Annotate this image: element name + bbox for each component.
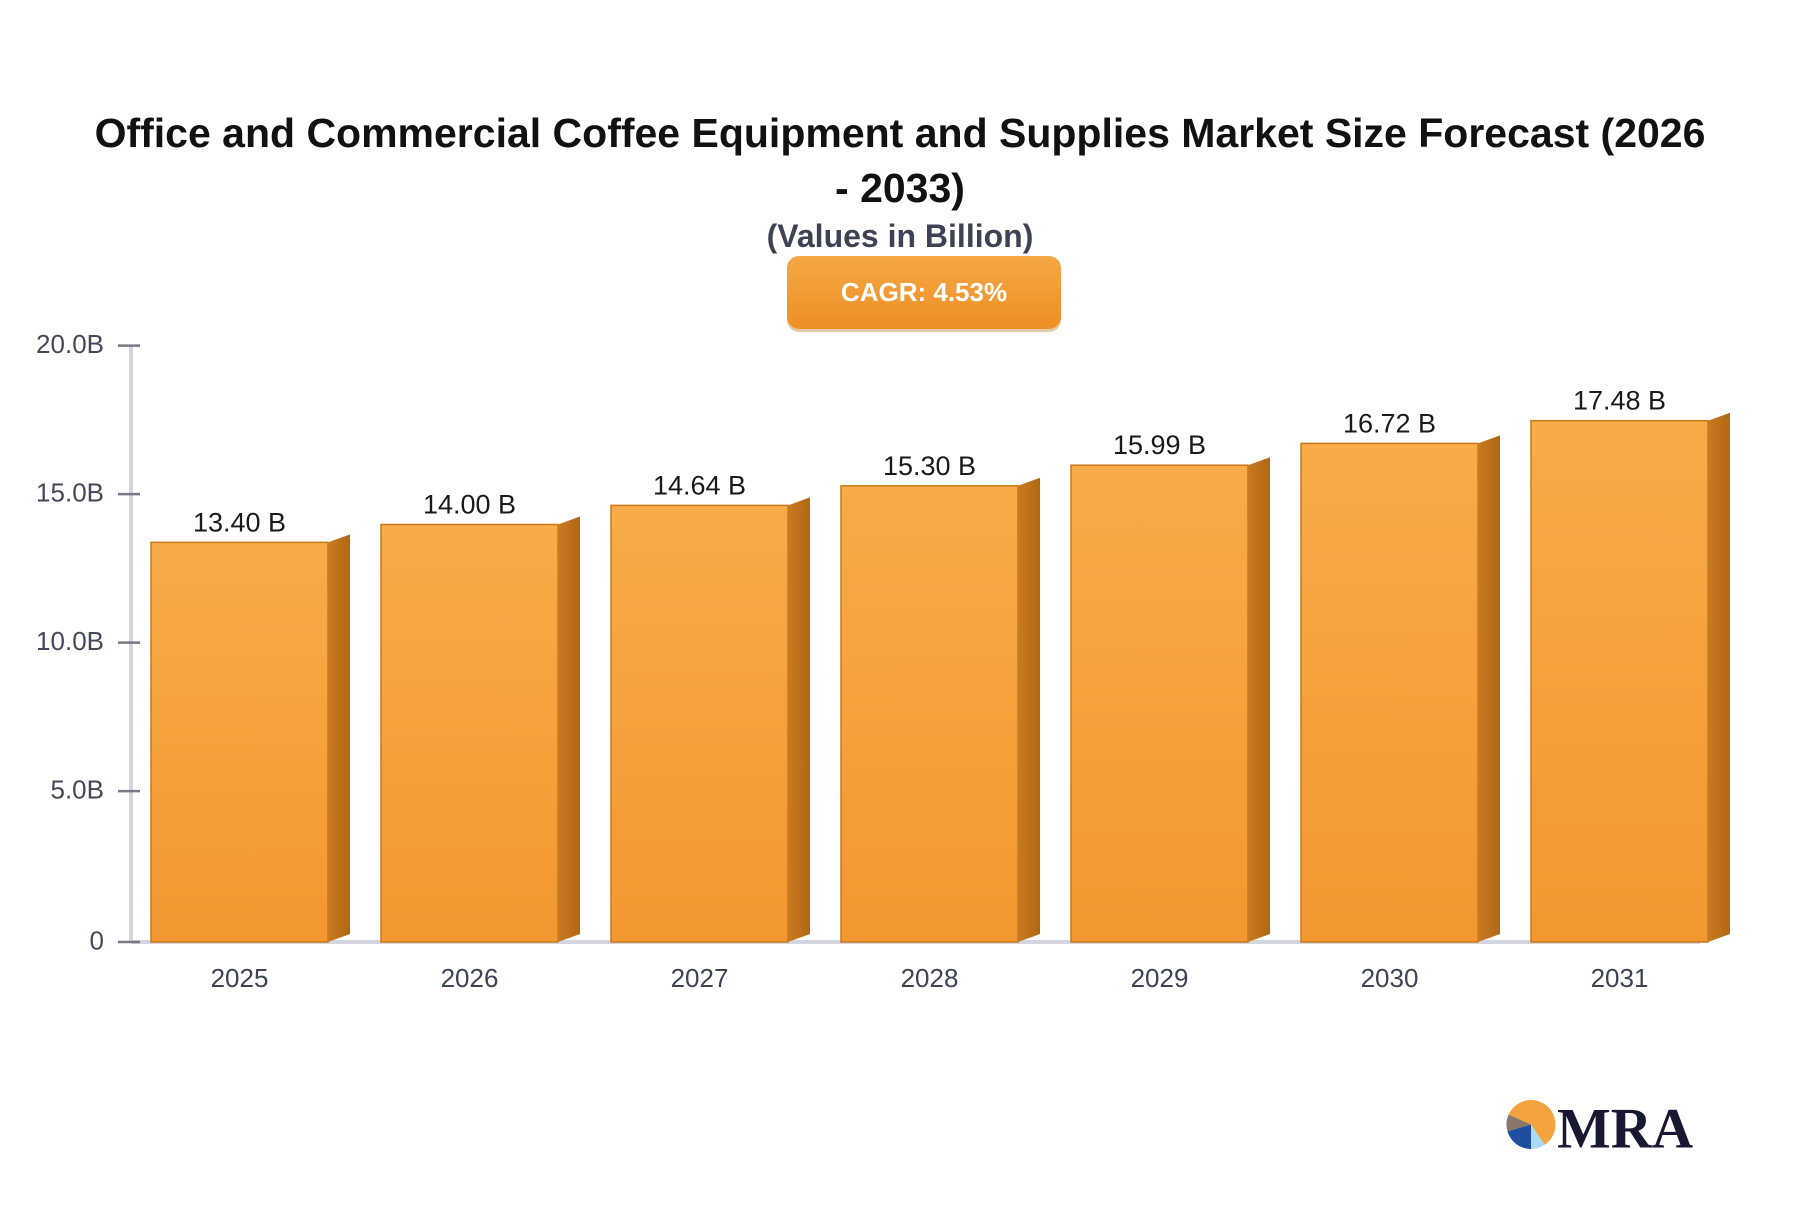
svg-text:13.40 B: 13.40 B [193,507,286,537]
svg-text:2031: 2031 [1591,963,1649,993]
svg-text:5.0B: 5.0B [51,775,105,805]
svg-text:14.64 B: 14.64 B [653,470,746,500]
svg-text:2028: 2028 [901,963,959,993]
svg-text:2026: 2026 [441,963,499,993]
svg-text:0: 0 [90,926,104,956]
svg-text:10.0B: 10.0B [36,626,104,656]
svg-text:16.72 B: 16.72 B [1343,408,1436,438]
svg-text:20.0B: 20.0B [36,329,104,359]
svg-text:MRA: MRA [1557,1098,1693,1161]
svg-text:15.99 B: 15.99 B [1113,430,1206,460]
svg-text:2027: 2027 [671,963,729,993]
svg-text:2029: 2029 [1131,963,1189,993]
svg-text:2030: 2030 [1361,963,1419,993]
svg-text:17.48 B: 17.48 B [1573,386,1666,416]
svg-text:2025: 2025 [211,963,269,993]
svg-text:15.30 B: 15.30 B [883,451,976,481]
svg-text:15.0B: 15.0B [36,478,104,508]
svg-text:14.00 B: 14.00 B [423,490,516,520]
